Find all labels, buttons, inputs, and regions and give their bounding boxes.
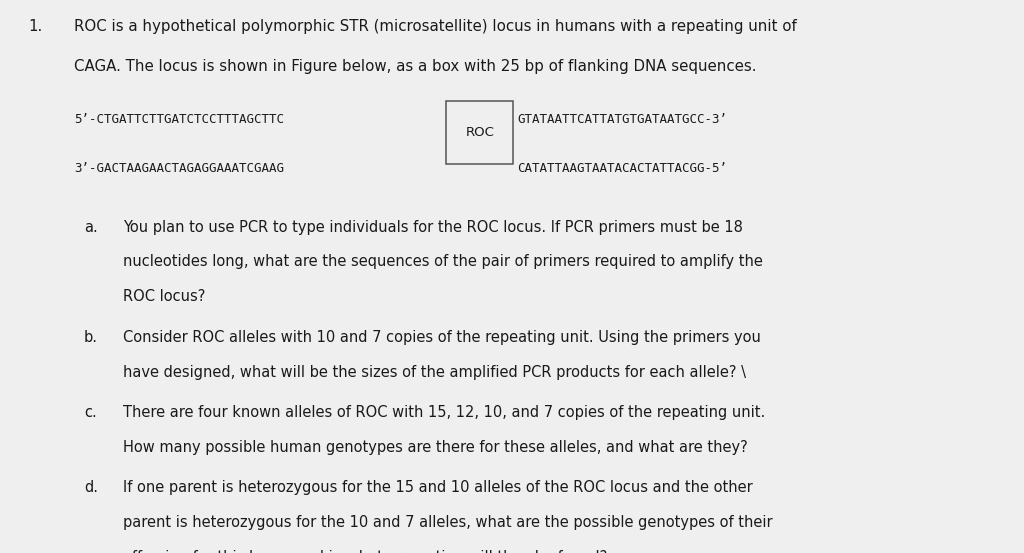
- Text: There are four known alleles of ROC with 15, 12, 10, and 7 copies of the repeati: There are four known alleles of ROC with…: [123, 405, 765, 420]
- Text: a.: a.: [84, 220, 97, 234]
- Text: How many possible human genotypes are there for these alleles, and what are they: How many possible human genotypes are th…: [123, 440, 748, 455]
- Text: have designed, what will be the sizes of the amplified PCR products for each all: have designed, what will be the sizes of…: [123, 364, 745, 379]
- Text: c.: c.: [84, 405, 96, 420]
- Text: GTATAATTCATTATGTGATAATGCC-3’: GTATAATTCATTATGTGATAATGCC-3’: [517, 113, 727, 126]
- Text: d.: d.: [84, 480, 98, 495]
- Text: 3’-GACTAAGAACTAGAGGAAATCGAAG: 3’-GACTAAGAACTAGAGGAAATCGAAG: [74, 161, 284, 175]
- Text: CATATTAAGTAATACACTATTACGG-5’: CATATTAAGTAATACACTATTACGG-5’: [517, 161, 727, 175]
- Text: You plan to use PCR to type individuals for the ROC locus. If PCR primers must b: You plan to use PCR to type individuals …: [123, 220, 742, 234]
- Text: offspring for this locus, and in what proportion will they be found?: offspring for this locus, and in what pr…: [123, 550, 607, 553]
- Text: 1.: 1.: [29, 19, 43, 34]
- Text: b.: b.: [84, 330, 98, 345]
- Text: ROC: ROC: [465, 126, 495, 139]
- FancyBboxPatch shape: [446, 101, 513, 164]
- Text: Consider ROC alleles with 10 and 7 copies of the repeating unit. Using the prime: Consider ROC alleles with 10 and 7 copie…: [123, 330, 761, 345]
- Text: 5’-CTGATTCTTGATCTCCTTTAGCTTC: 5’-CTGATTCTTGATCTCCTTTAGCTTC: [74, 113, 284, 126]
- Text: If one parent is heterozygous for the 15 and 10 alleles of the ROC locus and the: If one parent is heterozygous for the 15…: [123, 480, 753, 495]
- Text: parent is heterozygous for the 10 and 7 alleles, what are the possible genotypes: parent is heterozygous for the 10 and 7 …: [123, 515, 772, 530]
- Text: CAGA. The locus is shown in Figure below, as a box with 25 bp of flanking DNA se: CAGA. The locus is shown in Figure below…: [74, 59, 757, 74]
- Text: ROC locus?: ROC locus?: [123, 289, 205, 304]
- Text: ROC is a hypothetical polymorphic STR (microsatellite) locus in humans with a re: ROC is a hypothetical polymorphic STR (m…: [74, 19, 797, 34]
- Text: nucleotides long, what are the sequences of the pair of primers required to ampl: nucleotides long, what are the sequences…: [123, 254, 763, 269]
